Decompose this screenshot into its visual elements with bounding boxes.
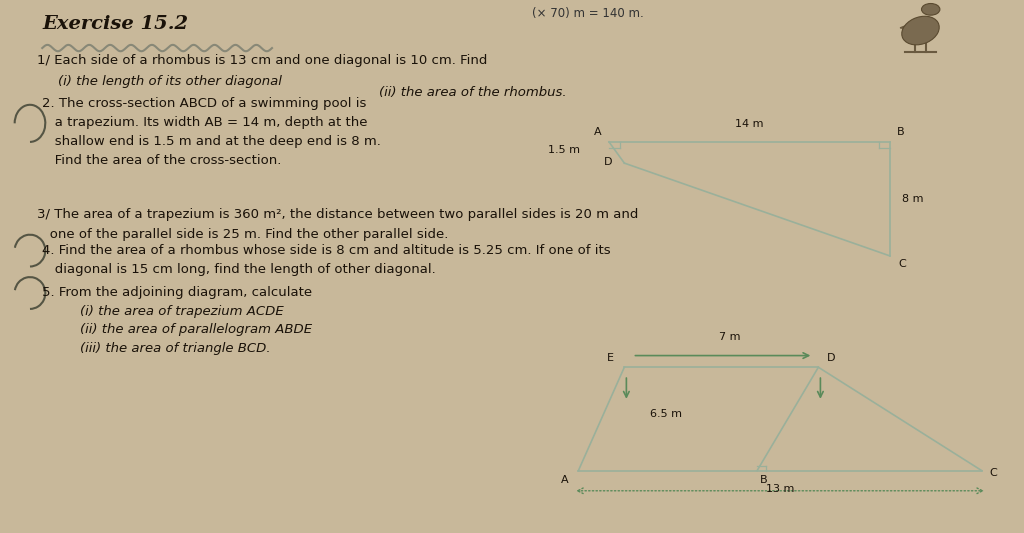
Text: D: D xyxy=(826,353,835,363)
Text: 1/ Each side of a rhombus is 13 cm and one diagonal is 10 cm. Find: 1/ Each side of a rhombus is 13 cm and o… xyxy=(37,54,487,67)
Text: shallow end is 1.5 m and at the deep end is 8 m.: shallow end is 1.5 m and at the deep end… xyxy=(42,135,381,148)
Text: (ii) the area of the rhombus.: (ii) the area of the rhombus. xyxy=(379,86,567,99)
Text: 7 m: 7 m xyxy=(719,332,740,342)
Ellipse shape xyxy=(922,4,940,15)
Text: 4. Find the area of a rhombus whose side is 8 cm and altitude is 5.25 cm. If one: 4. Find the area of a rhombus whose side… xyxy=(42,244,611,257)
Text: A: A xyxy=(594,127,602,136)
Text: A: A xyxy=(560,475,568,485)
Text: diagonal is 15 cm long, find the length of other diagonal.: diagonal is 15 cm long, find the length … xyxy=(42,263,436,276)
Text: (× 70) m = 140 m.: (× 70) m = 140 m. xyxy=(532,7,644,20)
Text: (i) the area of trapezium ACDE: (i) the area of trapezium ACDE xyxy=(62,305,284,318)
Text: one of the parallel side is 25 m. Find the other parallel side.: one of the parallel side is 25 m. Find t… xyxy=(37,228,449,241)
Text: 5. From the adjoining diagram, calculate: 5. From the adjoining diagram, calculate xyxy=(42,286,312,299)
Text: 1.5 m: 1.5 m xyxy=(549,145,581,155)
Text: 3/ The area of a trapezium is 360 m², the distance between two parallel sides is: 3/ The area of a trapezium is 360 m², th… xyxy=(37,208,639,221)
Text: 8 m: 8 m xyxy=(902,194,924,204)
Text: 14 m: 14 m xyxy=(735,119,764,128)
Text: Exercise 15.2: Exercise 15.2 xyxy=(42,14,188,33)
Text: C: C xyxy=(898,259,906,269)
Text: E: E xyxy=(607,353,614,363)
Text: (ii) the area of parallelogram ABDE: (ii) the area of parallelogram ABDE xyxy=(62,323,311,336)
Text: 2. The cross-section ABCD of a swimming pool is: 2. The cross-section ABCD of a swimming … xyxy=(42,97,367,110)
Text: B: B xyxy=(760,475,768,485)
Text: a trapezium. Its width AB = 14 m, depth at the: a trapezium. Its width AB = 14 m, depth … xyxy=(42,116,368,129)
Ellipse shape xyxy=(902,17,939,45)
Text: Find the area of the cross-section.: Find the area of the cross-section. xyxy=(42,154,282,167)
Text: B: B xyxy=(897,127,904,136)
Text: (iii) the area of triangle BCD.: (iii) the area of triangle BCD. xyxy=(62,342,270,355)
Text: 6.5 m: 6.5 m xyxy=(650,409,682,418)
Text: D: D xyxy=(603,157,612,167)
Text: 13 m: 13 m xyxy=(766,484,795,494)
Text: C: C xyxy=(989,468,996,478)
Polygon shape xyxy=(900,20,926,30)
Text: (i) the length of its other diagonal: (i) the length of its other diagonal xyxy=(57,75,282,87)
